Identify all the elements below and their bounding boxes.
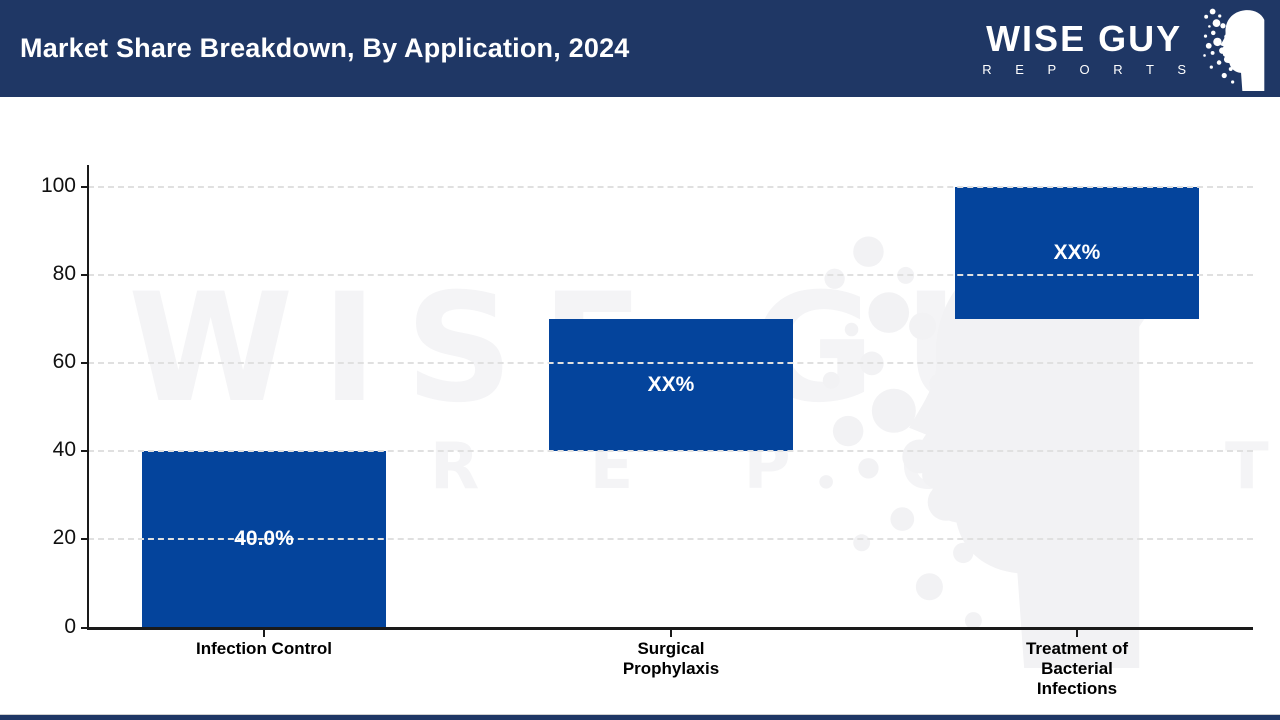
logo-reports-label: R E P O R T S xyxy=(982,62,1196,77)
x-category-label-3: Treatment of Bacterial Infections xyxy=(927,639,1227,699)
bar-2 xyxy=(549,319,793,452)
y-tick-mark-20 xyxy=(81,538,88,541)
y-axis-line xyxy=(87,165,89,629)
header-bar: Market Share Breakdown, By Application, … xyxy=(0,0,1280,97)
x-category-label-line: Infections xyxy=(1036,679,1118,698)
y-tick-label-60: 60 xyxy=(52,350,76,374)
page-title: Market Share Breakdown, By Application, … xyxy=(20,33,630,63)
x-category-label-1: Infection Control xyxy=(114,639,414,659)
footer-bar xyxy=(0,714,1280,720)
y-tick-mark-40 xyxy=(81,450,88,453)
y-tick-label-0: 0 xyxy=(64,614,76,638)
y-tick-label-100: 100 xyxy=(40,174,76,197)
y-tick-mark-0 xyxy=(81,626,88,629)
x-category-label-line: Prophylaxis xyxy=(622,659,720,678)
x-tick-mark-1 xyxy=(263,630,265,637)
y-tick-label-20: 20 xyxy=(52,526,76,550)
x-category-label-line: Bacterial xyxy=(1041,659,1113,678)
x-category-label-2: Surgical Prophylaxis xyxy=(521,639,821,679)
y-tick-label-40: 40 xyxy=(52,438,76,462)
gridline-60 xyxy=(88,362,1253,365)
bar-3 xyxy=(955,187,1199,320)
wise-guy-reports-logo: WISE GUY R E P O R T S xyxy=(972,7,1280,91)
gridline-40 xyxy=(88,450,1253,453)
logo-wiseguy-label: WISE GUY xyxy=(986,18,1183,59)
watermark-dotted-face xyxy=(819,236,1140,668)
x-tick-mark-3 xyxy=(1076,630,1078,637)
x-category-label-line: Treatment of xyxy=(1025,639,1129,658)
gridline-80 xyxy=(88,274,1253,277)
x-tick-mark-2 xyxy=(670,630,672,637)
x-category-label-line: Infection Control xyxy=(196,639,332,658)
x-axis-line xyxy=(87,627,1253,630)
dotted-face-icon xyxy=(1203,8,1265,91)
gridline-100 xyxy=(88,186,1253,188)
x-category-label-line: Surgical xyxy=(637,639,705,658)
y-tick-label-80: 80 xyxy=(52,262,76,286)
logo-text: WISE GUY R E P O R T S xyxy=(972,18,1196,77)
bar-value-label-1: 40.0% xyxy=(234,527,294,551)
bar-value-label-3: XX% xyxy=(1053,241,1101,265)
y-tick-mark-80 xyxy=(81,274,88,277)
y-tick-mark-60 xyxy=(81,362,88,365)
y-tick-mark-100 xyxy=(81,186,88,188)
gridline-20 xyxy=(88,538,1253,541)
bar-value-label-2: XX% xyxy=(647,373,695,397)
